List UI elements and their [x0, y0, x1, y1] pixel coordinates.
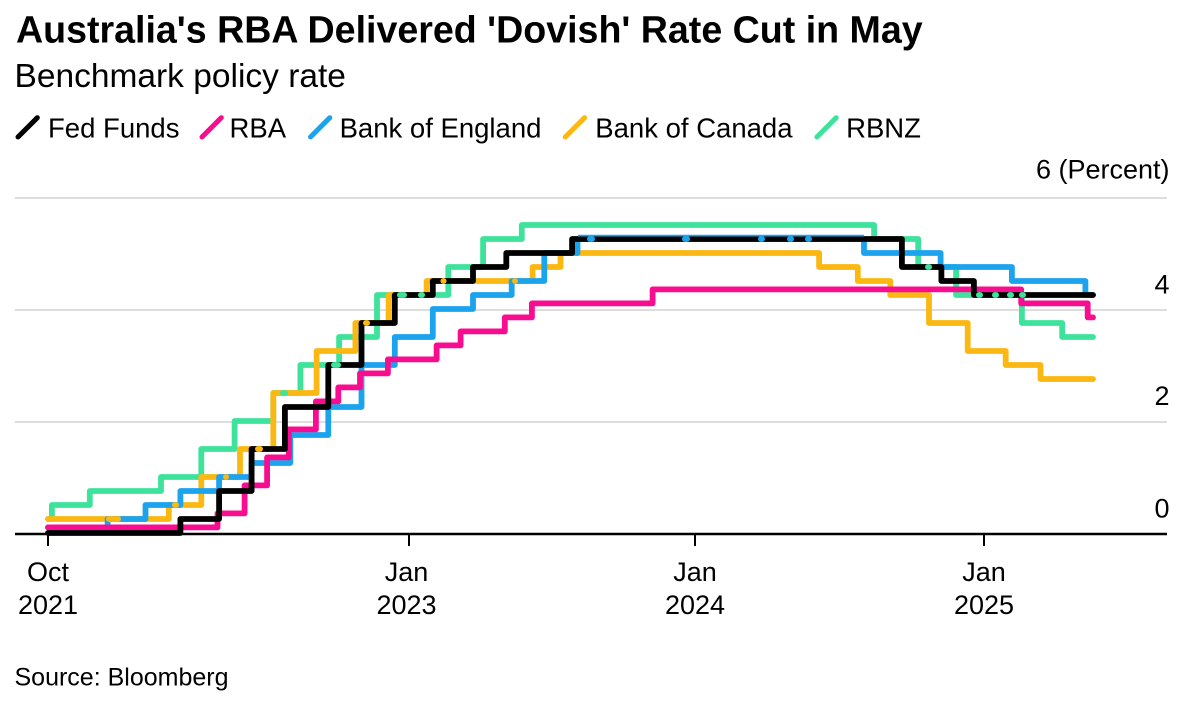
svg-text:Fed Funds: Fed Funds	[48, 113, 179, 144]
svg-text:Bank of England: Bank of England	[340, 113, 542, 144]
svg-text:2021: 2021	[18, 590, 78, 620]
svg-text:Jan: Jan	[673, 557, 717, 587]
svg-text:Oct: Oct	[27, 557, 70, 587]
svg-text:4: 4	[1154, 270, 1169, 300]
svg-text:6 (Percent): 6 (Percent)	[1036, 155, 1170, 185]
svg-text:Australia's RBA Delivered 'Dov: Australia's RBA Delivered 'Dovish' Rate …	[16, 9, 923, 51]
svg-text:2024: 2024	[665, 590, 725, 620]
svg-text:Benchmark policy rate: Benchmark policy rate	[15, 58, 346, 95]
svg-text:0: 0	[1154, 494, 1169, 524]
svg-text:Jan: Jan	[385, 557, 429, 587]
svg-text:RBA: RBA	[230, 113, 287, 144]
svg-text:Bank of Canada: Bank of Canada	[595, 113, 793, 144]
svg-text:RBNZ: RBNZ	[846, 113, 921, 144]
svg-text:2: 2	[1154, 381, 1169, 411]
svg-text:Source: Bloomberg: Source: Bloomberg	[15, 664, 229, 692]
svg-text:2023: 2023	[376, 590, 436, 620]
svg-text:Jan: Jan	[962, 557, 1006, 587]
svg-text:2025: 2025	[954, 590, 1014, 620]
